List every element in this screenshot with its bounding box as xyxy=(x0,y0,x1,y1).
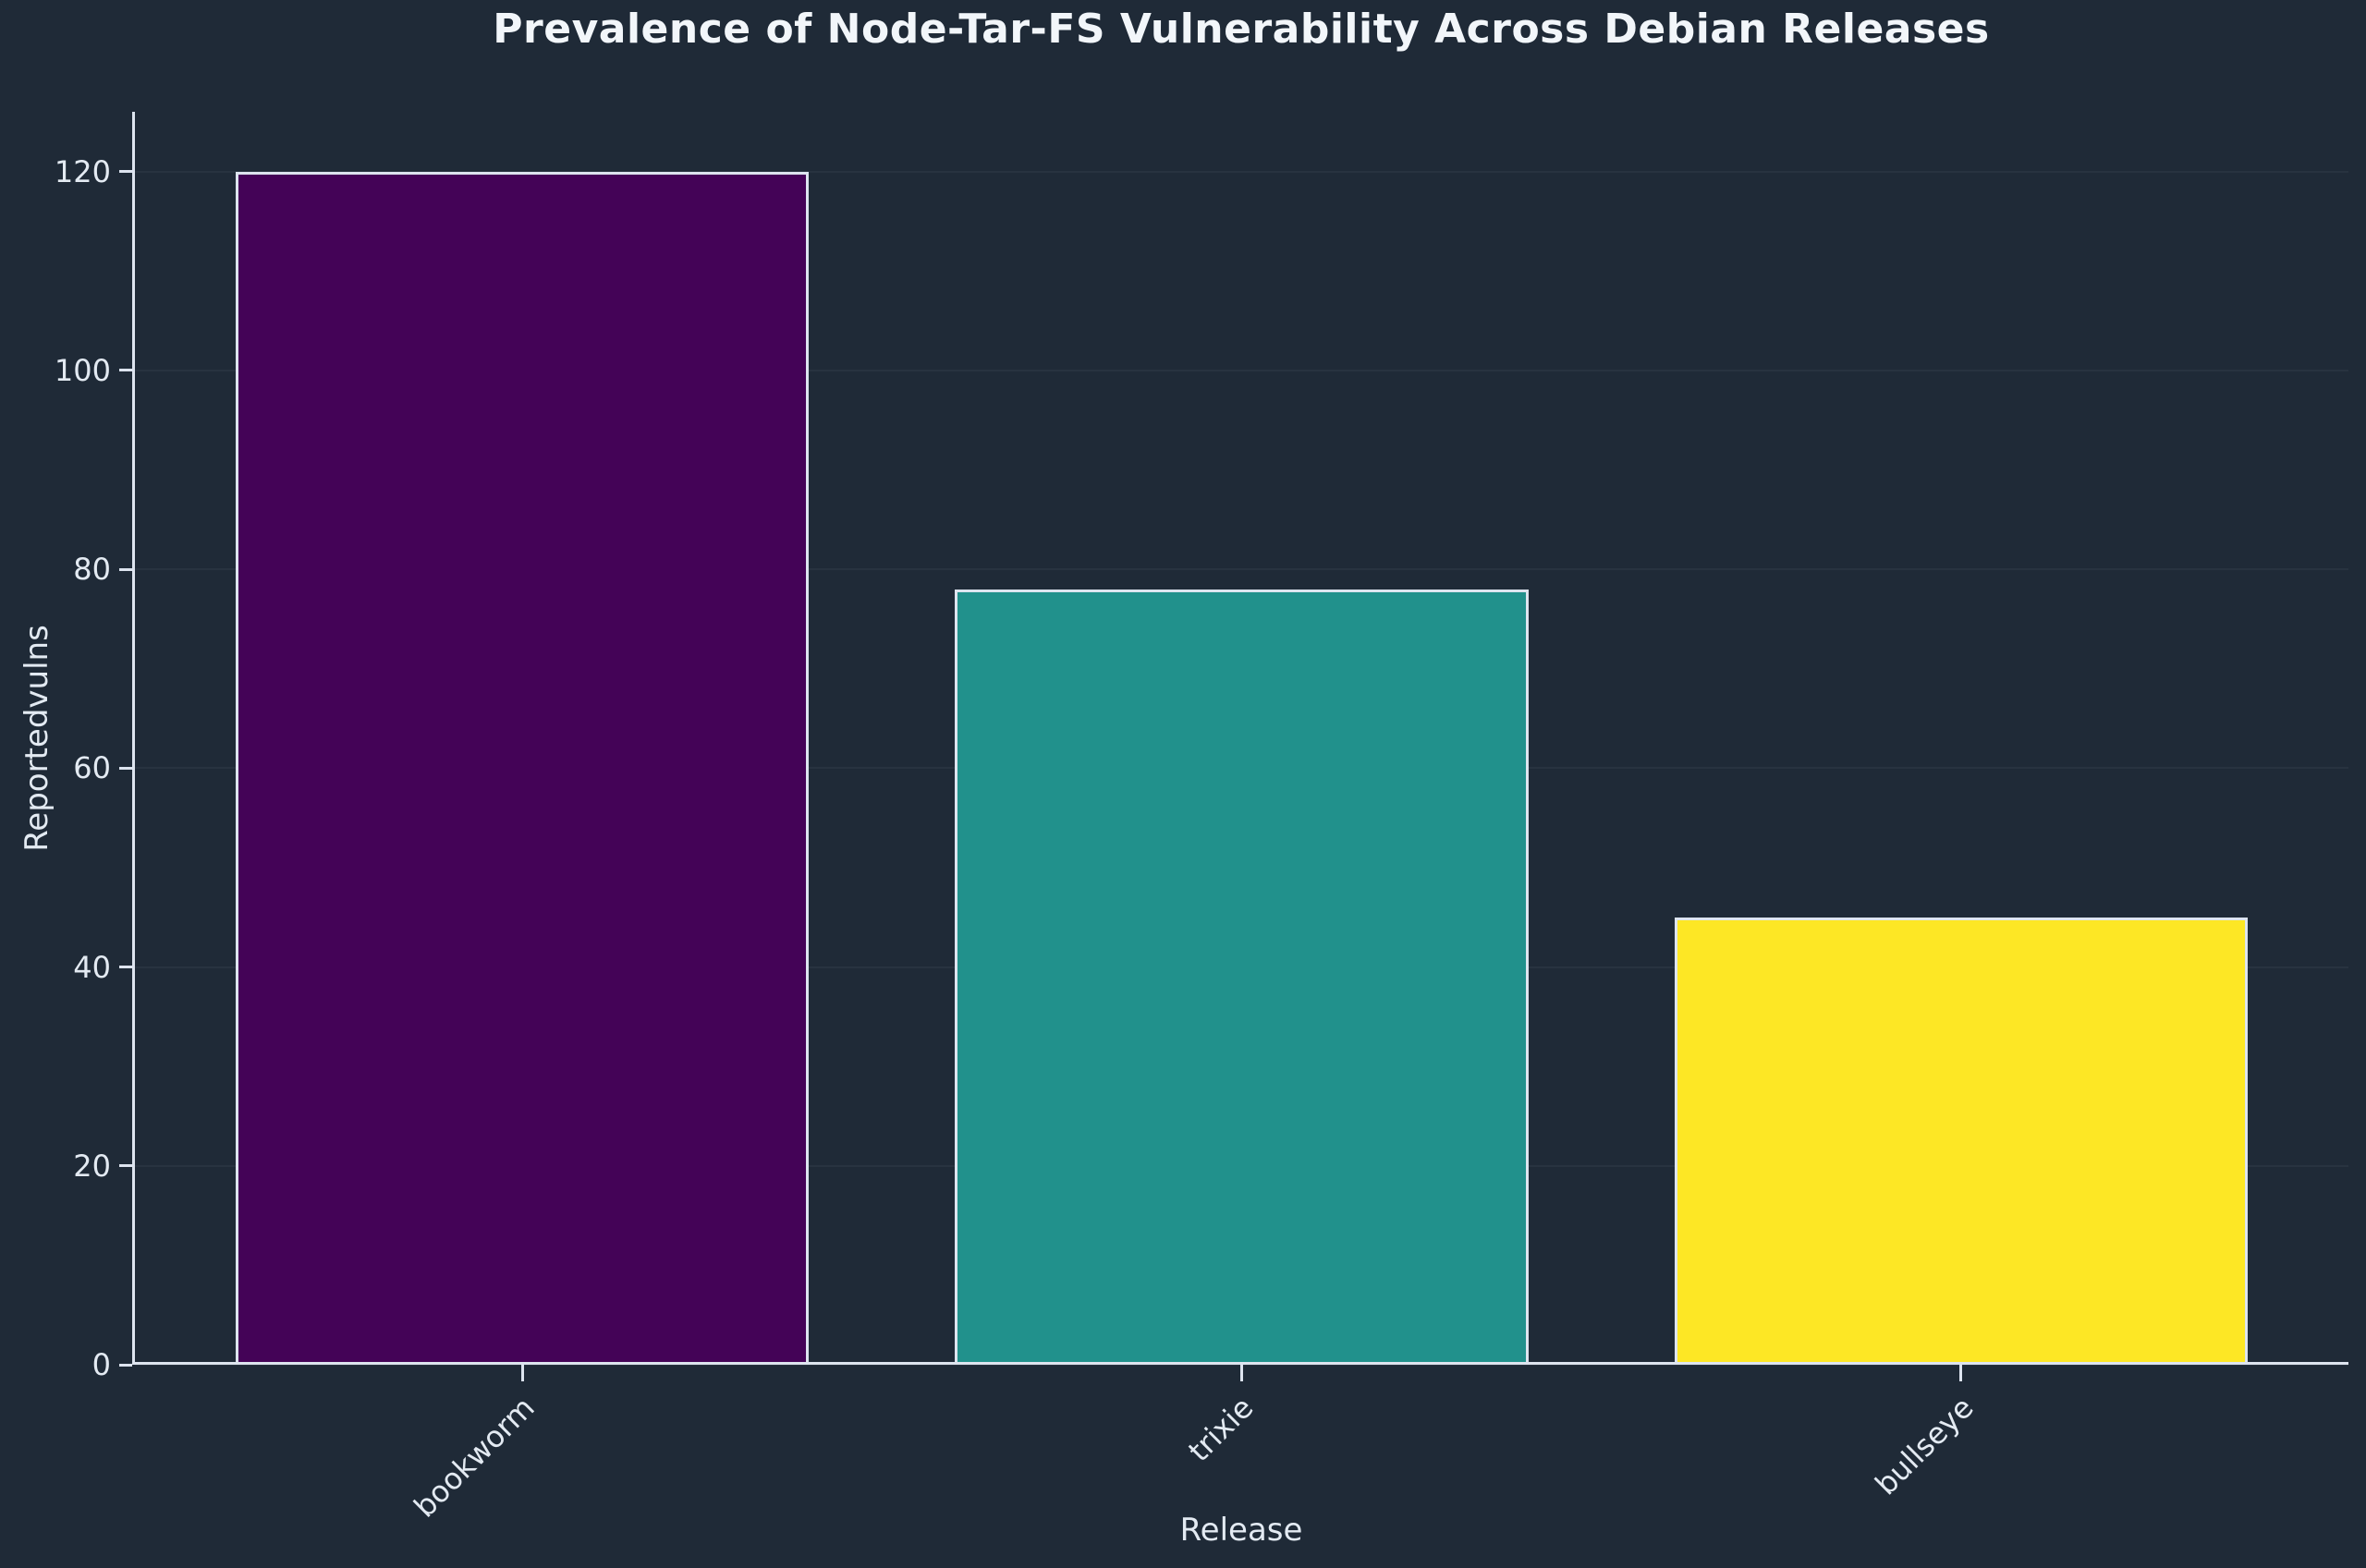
x-tick-mark xyxy=(520,1365,524,1381)
x-tick-mark xyxy=(1240,1365,1243,1381)
y-tick-mark xyxy=(119,966,132,969)
x-tick-label-bookworm: bookworm xyxy=(406,1390,542,1525)
y-tick-mark xyxy=(119,766,132,770)
y-gridline xyxy=(135,170,2348,173)
bar-trixie xyxy=(955,589,1529,1365)
y-tick-mark xyxy=(119,170,132,174)
y-tick-mark xyxy=(119,1363,132,1367)
y-tick-label: 120 xyxy=(54,153,111,189)
y-axis-label: Reportedvulns xyxy=(18,625,55,852)
y-tick-mark xyxy=(119,369,132,372)
y-tick-mark xyxy=(119,1164,132,1168)
y-tick-label: 0 xyxy=(91,1347,111,1382)
y-gridline xyxy=(135,369,2348,371)
x-axis-label: Release xyxy=(1179,1512,1303,1549)
x-tick-label-bullseye: bullseye xyxy=(1867,1390,1981,1502)
y-tick-mark xyxy=(119,567,132,571)
y-axis-spine xyxy=(132,112,135,1365)
chart-title: Prevalence of Node-Tar-FS Vulnerability … xyxy=(493,6,1990,53)
bar-bookworm xyxy=(235,171,810,1365)
x-tick-label-trixie: trixie xyxy=(1181,1390,1261,1469)
x-axis-spine xyxy=(132,1362,2348,1365)
y-tick-label: 80 xyxy=(73,552,111,588)
y-tick-label: 60 xyxy=(73,750,111,786)
y-tick-label: 40 xyxy=(73,949,111,985)
y-tick-label: 20 xyxy=(73,1148,111,1184)
x-tick-mark xyxy=(1959,1365,1963,1381)
bar-bullseye xyxy=(1674,917,2249,1365)
y-tick-label: 100 xyxy=(54,352,111,388)
y-gridline xyxy=(135,568,2348,571)
